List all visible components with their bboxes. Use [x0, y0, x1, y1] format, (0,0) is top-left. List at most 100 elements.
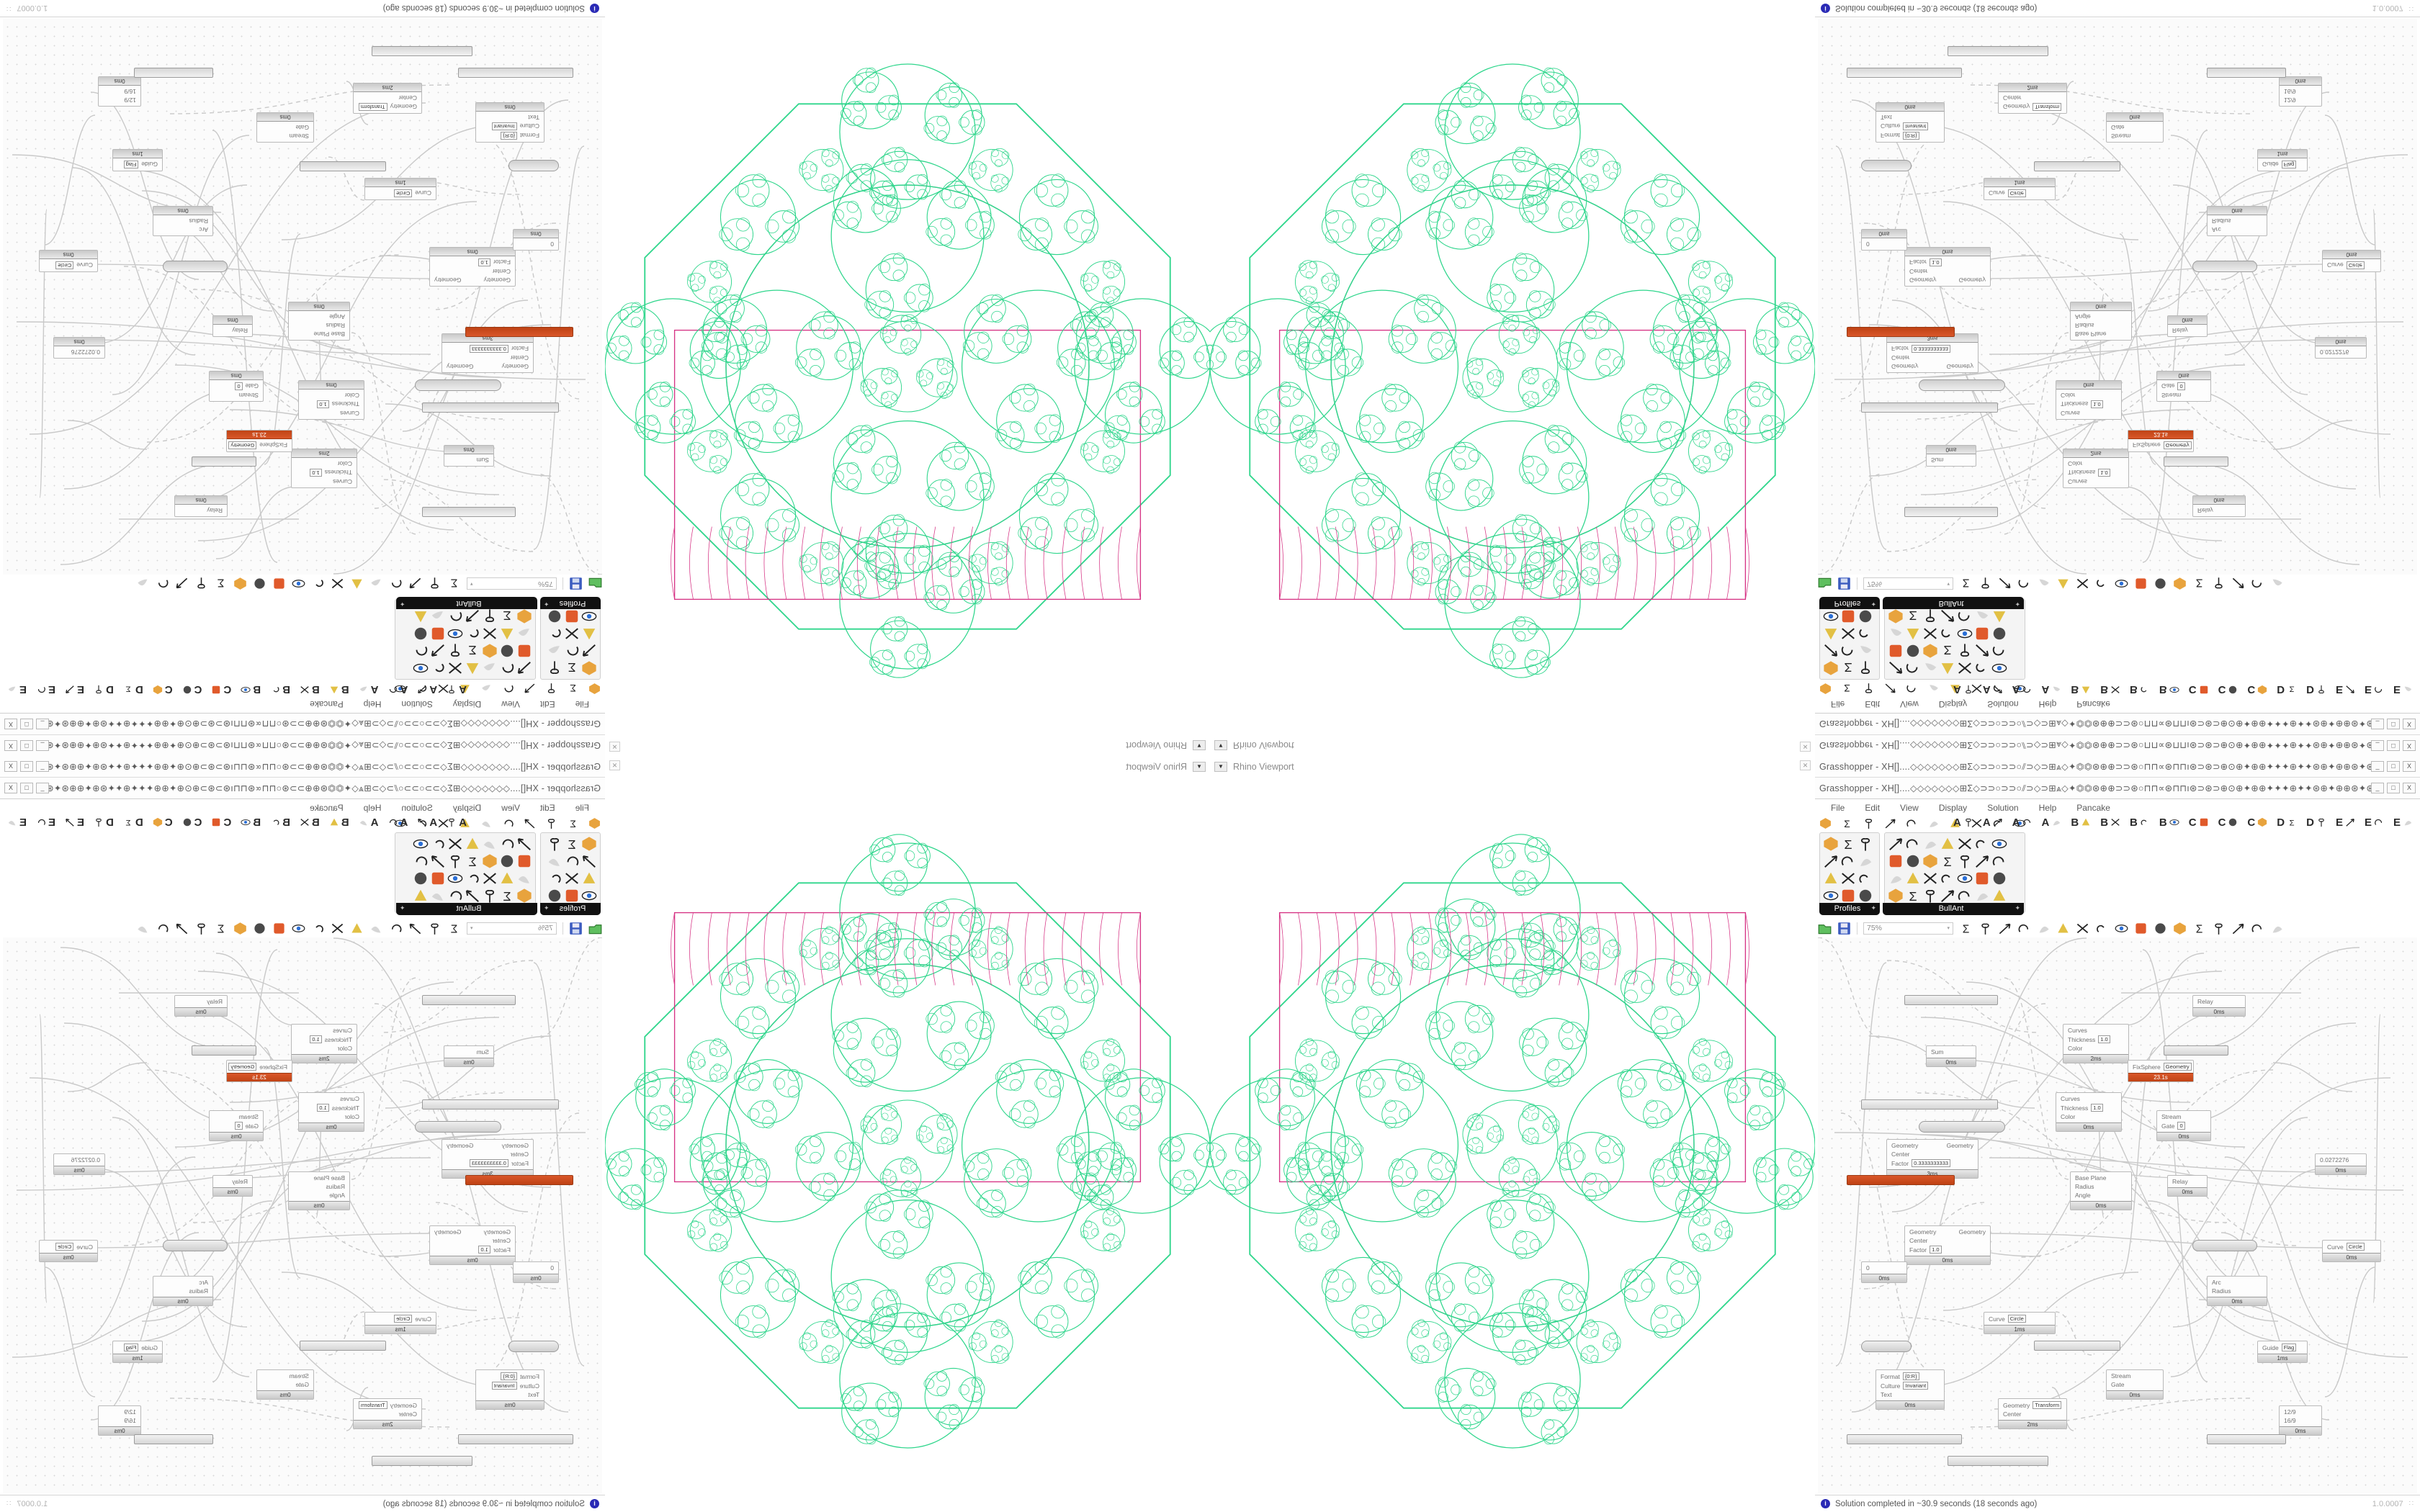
shard-icon[interactable]: [1927, 683, 1940, 696]
gh-component[interactable]: Sum 0ms: [1926, 445, 1976, 467]
gh-param-value[interactable]: Transform: [2033, 1401, 2062, 1409]
gha-assembly-icon[interactable]: [2056, 922, 2070, 935]
ribbon-tab-transform-icon[interactable]: C: [211, 816, 231, 829]
poly-icon[interactable]: [1922, 626, 1938, 642]
gh-capsule-component[interactable]: [415, 1121, 501, 1133]
palette-tab-bullant[interactable]: BullAnt ✦: [396, 597, 537, 609]
preview-eye-icon[interactable]: [1978, 577, 1992, 591]
gh-param-value[interactable]: Circle: [2007, 1315, 2026, 1323]
cylinder-icon[interactable]: [516, 888, 532, 904]
gh-component[interactable]: 12/9 16/9 0ms: [98, 1405, 141, 1436]
number-slider[interactable]: [134, 1434, 213, 1444]
channel-icon[interactable]: [581, 626, 597, 642]
tee-icon[interactable]: [547, 836, 563, 852]
palette-tab-profiles[interactable]: Profiles ✦: [1819, 903, 1880, 915]
scribble-icon[interactable]: [253, 577, 266, 591]
angle-icon[interactable]: [581, 853, 597, 869]
sun-icon[interactable]: [2251, 922, 2264, 935]
jump-icon[interactable]: [194, 577, 208, 591]
array-icon[interactable]: [1957, 836, 1973, 852]
ring2-icon[interactable]: [516, 870, 532, 886]
truss2-icon[interactable]: [1957, 870, 1973, 886]
quad-icon[interactable]: [1940, 836, 1955, 852]
menu-bar[interactable]: File Edit View Display Solution Help Pancake: [0, 801, 605, 815]
gh-capsule-component[interactable]: [1919, 1121, 2005, 1133]
remote-panel-icon[interactable]: [233, 577, 247, 591]
about-icon[interactable]: [136, 577, 150, 591]
ribbon-tab-curve-icon[interactable]: B: [2071, 816, 2091, 829]
sun-icon[interactable]: [156, 577, 169, 591]
chevron-down-icon[interactable]: ▾: [470, 581, 473, 586]
menu-item-solution[interactable]: Solution: [401, 699, 433, 709]
gh-component[interactable]: Curve Circle 0ms: [2322, 1240, 2381, 1262]
gh-component[interactable]: Stream Gate 0 0ms: [209, 371, 264, 402]
minimize-button[interactable]: _: [36, 740, 49, 751]
i-beam-icon[interactable]: [1857, 626, 1873, 642]
gh-component[interactable]: Stream Gate 0ms: [2106, 112, 2164, 143]
sprout-icon[interactable]: [1863, 683, 1875, 696]
gh-component[interactable]: Sum 0ms: [444, 445, 494, 467]
truss2-icon[interactable]: [447, 626, 463, 642]
grasshopper-toolbar[interactable]: 75% ▾ Σ Σ: [1818, 919, 2417, 937]
profiler-icon[interactable]: [389, 577, 403, 591]
tri-icon[interactable]: Σ: [465, 853, 480, 869]
ring-icon[interactable]: [516, 853, 532, 869]
fold-icon[interactable]: [413, 643, 429, 659]
number-slider[interactable]: [1847, 68, 1962, 78]
zoom-extents-icon[interactable]: Σ: [447, 922, 461, 935]
menu-item-file[interactable]: File: [1831, 803, 1845, 813]
grasshopper-canvas[interactable]: Curves Thickness 1.0 Color 2ms Curves Thicknes…: [3, 937, 602, 1493]
i-section-icon[interactable]: [1857, 853, 1873, 869]
ribbon-tab-intersect-icon[interactable]: B: [241, 684, 261, 696]
sun-icon[interactable]: [156, 922, 169, 935]
menu-bar[interactable]: File Edit View Display Solution Help Pancake: [1815, 697, 2420, 711]
cone-icon[interactable]: [459, 817, 471, 829]
reel-icon[interactable]: [430, 853, 446, 869]
hexagon-icon[interactable]: [1819, 817, 1832, 829]
close-button[interactable]: X: [4, 761, 17, 772]
ribbon-tab-mesh-icon[interactable]: B: [270, 816, 290, 829]
viewport-header[interactable]: ▼ Rhino Viewport: [1210, 734, 1815, 756]
ribbon-tab-transform-icon[interactable]: C: [211, 684, 231, 696]
number-slider[interactable]: [422, 995, 516, 1005]
ribbon-tab-display-icon[interactable]: C: [182, 684, 202, 696]
viewport-arrow-icon[interactable]: ▼: [1214, 740, 1227, 750]
gh-component[interactable]: Geometry Geometry Center Factor 1.0 0ms: [1904, 1225, 1991, 1265]
cluster-icon[interactable]: [369, 577, 383, 591]
search-icon[interactable]: [2095, 577, 2109, 591]
tri2-icon[interactable]: [1940, 870, 1955, 886]
bake-icon[interactable]: [408, 922, 422, 935]
gradient-icon[interactable]: [2231, 922, 2245, 935]
ribbon-tab-mesh-icon[interactable]: B: [270, 684, 290, 696]
close-button[interactable]: X: [2403, 740, 2416, 751]
close-button-2[interactable]: X: [2403, 783, 2416, 793]
i-beam-icon[interactable]: [1823, 660, 1839, 676]
gh-component[interactable]: Sum 0ms: [1926, 1045, 1976, 1067]
minimize-button-2[interactable]: _: [2371, 719, 2384, 729]
close-button-2[interactable]: X: [4, 783, 17, 793]
angle-icon[interactable]: [1823, 643, 1839, 659]
preview-eye-icon[interactable]: [1978, 922, 1992, 935]
number-slider[interactable]: [2164, 1045, 2228, 1056]
vee-icon[interactable]: [1922, 660, 1938, 676]
minimize-button-2[interactable]: _: [36, 783, 49, 793]
gh-component[interactable]: Curves Thickness 1.0 Color 2ms: [291, 1024, 357, 1063]
paint-icon[interactable]: [292, 922, 305, 935]
ribbon-tab-params-icon[interactable]: A: [447, 684, 467, 696]
close-button[interactable]: X: [2403, 761, 2416, 772]
sprout-icon[interactable]: [1863, 817, 1875, 829]
viewport-arrow-icon[interactable]: ▼: [1214, 762, 1227, 772]
gh-capsule-component[interactable]: [163, 261, 228, 272]
number-slider-highlighted[interactable]: [465, 327, 573, 337]
gradient-icon[interactable]: [2231, 577, 2245, 591]
tri-icon[interactable]: Σ: [465, 643, 480, 659]
cylinder-icon[interactable]: [516, 836, 532, 852]
unroll-icon[interactable]: [430, 888, 446, 904]
resize-grip[interactable]: ∷: [2408, 1500, 2414, 1508]
number-slider[interactable]: [1904, 995, 1998, 1005]
palette-pin-icon[interactable]: ✦: [1870, 904, 1876, 912]
ribbon-tab-display-icon[interactable]: C: [2218, 816, 2238, 829]
profiler-icon[interactable]: [389, 922, 403, 935]
